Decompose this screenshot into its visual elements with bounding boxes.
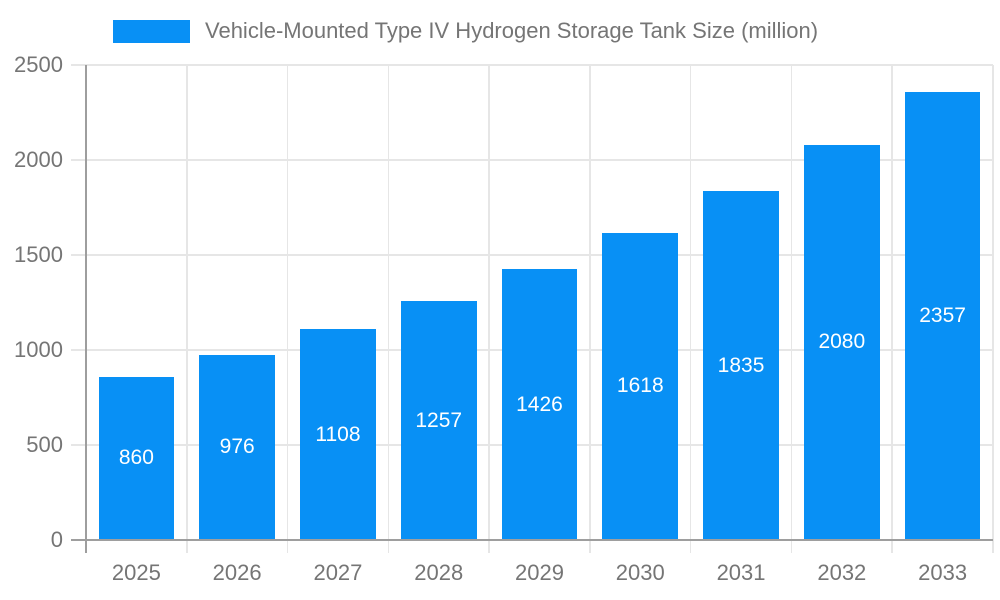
bar-value-label: 1618 (616, 374, 664, 398)
gridline-vertical (589, 65, 591, 553)
plot-area: 860 976 1108 1257 1426 1618 1835 2080 2357 0 500 10… (14, 52, 994, 585)
bar-2033[interactable]: 2357 (904, 92, 981, 540)
y-axis-label: 2000 (14, 147, 63, 172)
bar-2031[interactable]: 1835 (703, 191, 779, 540)
y-axis-line (85, 65, 87, 553)
gridline-vertical (488, 65, 490, 553)
gridline-horizontal (71, 159, 993, 161)
gridline-horizontal (71, 64, 993, 66)
bar-2030[interactable]: 1618 (602, 232, 679, 540)
bar-2028[interactable]: 1257 (400, 301, 477, 540)
x-axis-label: 2025 (111, 560, 161, 585)
x-axis-label: 2031 (716, 560, 766, 585)
gridline-horizontal (71, 254, 993, 256)
y-axis-label: 500 (26, 432, 63, 457)
bar-value-label: 1257 (415, 408, 463, 432)
x-axis-label: 2033 (918, 560, 968, 585)
gridline-vertical (790, 65, 793, 553)
gridline-vertical (387, 65, 390, 553)
y-axis-label: 1000 (14, 337, 63, 362)
x-axis-label: 2028 (414, 560, 464, 585)
x-axis-line (71, 539, 993, 541)
x-axis-label: 2032 (817, 560, 867, 585)
legend-item[interactable]: Vehicle-Mounted Type IV Hydrogen Storage… (113, 18, 818, 44)
bar-2032[interactable]: 2080 (804, 144, 880, 540)
gridline-vertical (286, 65, 289, 553)
bar-value-label: 2357 (919, 304, 966, 328)
gridline-vertical (689, 65, 692, 553)
gridline-vertical (891, 65, 893, 553)
x-axis-label: 2030 (615, 560, 665, 585)
bar-2029[interactable]: 1426 (501, 269, 578, 540)
bar-2025[interactable]: 860 (98, 376, 175, 540)
legend-swatch (113, 19, 190, 43)
gridline-vertical (186, 65, 188, 553)
bar-value-label: 1835 (717, 353, 765, 377)
bar-value-label: 1426 (516, 392, 563, 416)
y-axis-label: 1500 (14, 242, 63, 267)
x-axis-label: 2027 (313, 560, 363, 585)
bar-value-label: 976 (219, 435, 255, 459)
gridline-vertical (992, 65, 994, 553)
bar-2027[interactable]: 1108 (300, 329, 376, 540)
y-axis-label: 2500 (14, 52, 63, 77)
y-axis-label: 0 (50, 527, 63, 552)
chart-title: Vehicle-Mounted Type IV Hydrogen Storage… (205, 18, 819, 43)
bar-value-label: 2080 (818, 330, 866, 354)
bar-value-label: 1108 (315, 422, 361, 446)
bar-value-label: 860 (118, 446, 154, 470)
x-axis-label: 2026 (212, 560, 262, 585)
x-axis-label: 2029 (515, 560, 564, 585)
bar-2026[interactable]: 976 (199, 354, 275, 540)
